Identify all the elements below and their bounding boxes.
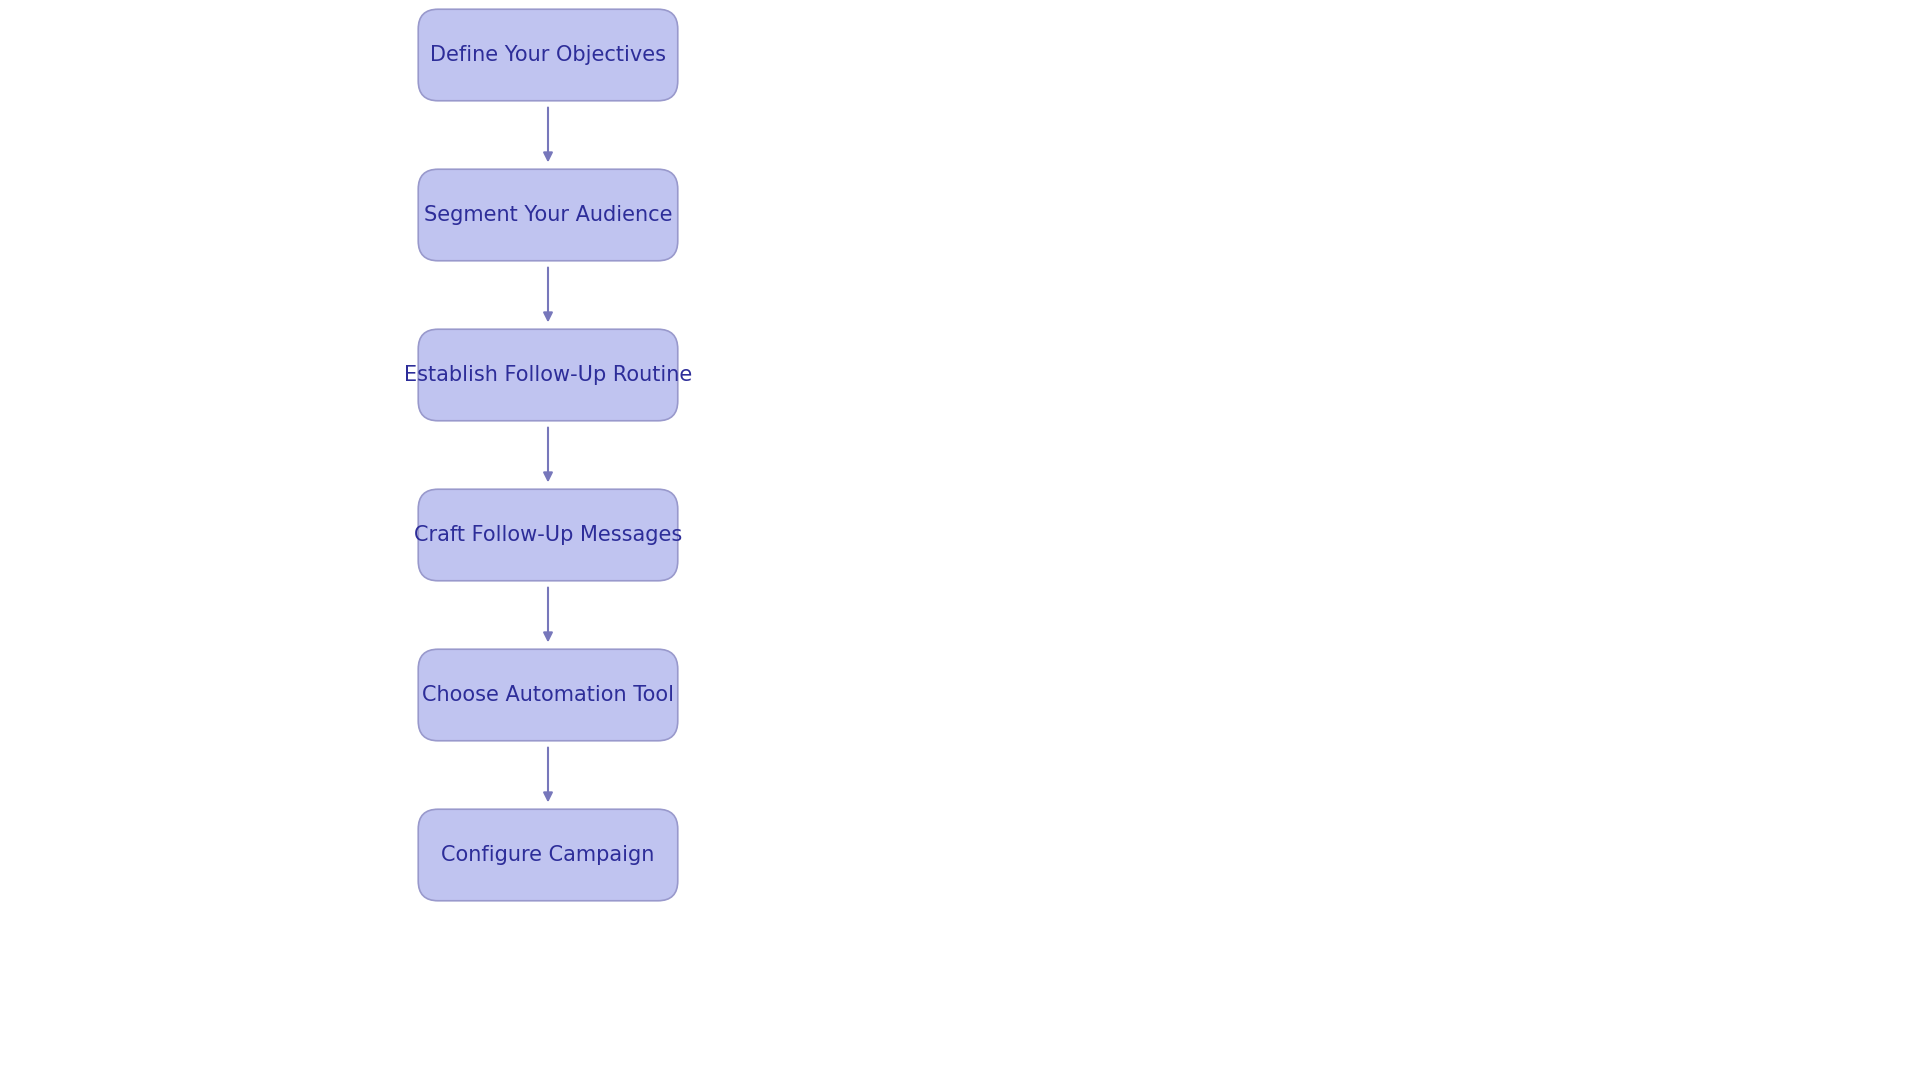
Text: Configure Campaign: Configure Campaign: [442, 845, 655, 865]
FancyBboxPatch shape: [419, 809, 678, 901]
Text: Choose Automation Tool: Choose Automation Tool: [422, 686, 674, 705]
Text: Segment Your Audience: Segment Your Audience: [424, 205, 672, 225]
FancyBboxPatch shape: [419, 490, 678, 580]
Text: Craft Follow-Up Messages: Craft Follow-Up Messages: [415, 525, 682, 545]
Text: Establish Follow-Up Routine: Establish Follow-Up Routine: [403, 365, 691, 384]
FancyBboxPatch shape: [419, 169, 678, 261]
Text: Define Your Objectives: Define Your Objectives: [430, 45, 666, 65]
FancyBboxPatch shape: [419, 329, 678, 421]
FancyBboxPatch shape: [419, 649, 678, 741]
FancyBboxPatch shape: [419, 10, 678, 101]
